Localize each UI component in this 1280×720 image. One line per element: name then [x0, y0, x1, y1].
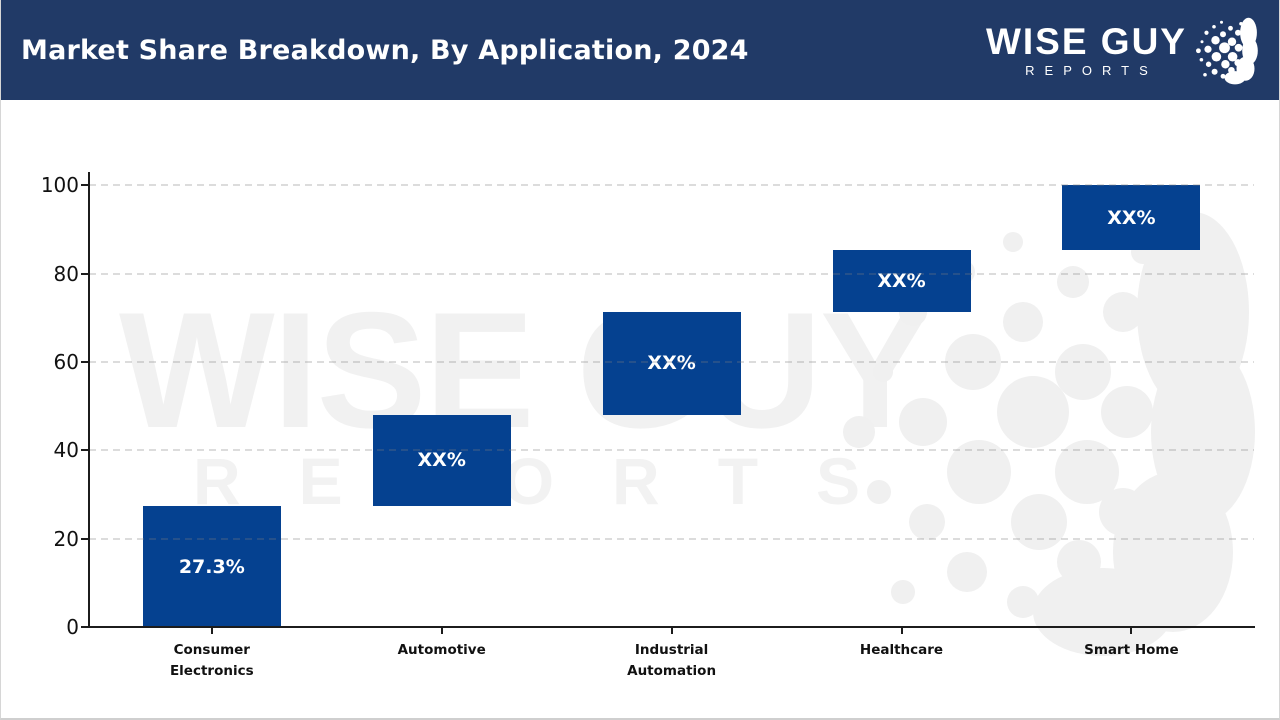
x-tick-mark-industrial-automation [670, 628, 673, 634]
bar-value-label-healthcare: XX% [877, 269, 926, 292]
x-axis-line [88, 626, 1255, 628]
gridline-40 [89, 449, 1254, 452]
y-tick-label-60: 60 [53, 349, 79, 374]
y-tick-label-40: 40 [53, 438, 79, 463]
page-title: Market Share Breakdown, By Application, … [21, 34, 749, 66]
y-tick-mark-40 [81, 449, 88, 452]
category-label-healthcare: Healthcare [859, 642, 944, 658]
y-tick-label-80: 80 [53, 261, 79, 286]
bar-value-label-industrial-automation: XX% [647, 352, 696, 375]
category-label-industrial-automation: Industrial Automation [627, 642, 717, 679]
gridline-60 [89, 360, 1254, 363]
category-label-smart-home: Smart Home [1084, 642, 1179, 658]
y-tick-label-100: 100 [40, 173, 79, 198]
y-axis-line [88, 172, 90, 628]
y-tick-mark-100 [81, 184, 88, 187]
wiseguy-logo-text: WISE GUY REPORTS [986, 23, 1187, 78]
bar-healthcare: XX% [832, 249, 971, 312]
x-tick-mark-healthcare [900, 628, 903, 634]
bar-value-label-automotive: XX% [417, 449, 466, 472]
bar-automotive: XX% [372, 414, 511, 507]
bar-industrial-automation: XX% [602, 311, 741, 415]
x-tick-mark-automotive [440, 628, 443, 634]
x-tick-mark-consumer-electronics [210, 628, 213, 634]
category-label-consumer-electronics: Consumer Electronics [169, 642, 254, 679]
y-tick-label-20: 20 [53, 526, 79, 551]
y-tick-mark-0 [81, 626, 88, 628]
bar-value-label-smart-home: XX% [1107, 206, 1156, 229]
wiseguy-face-icon [1196, 17, 1258, 85]
logo-subname: REPORTS [1025, 62, 1158, 78]
bar-consumer-electronics: 27.3% [142, 506, 281, 627]
y-tick-mark-20 [81, 537, 88, 540]
header-bar: Market Share Breakdown, By Application, … [1, 0, 1279, 100]
logo-name: WISE GUY [985, 20, 1187, 62]
gridline-80 [89, 272, 1254, 275]
y-tick-label-0: 0 [66, 615, 79, 639]
gridline-100 [89, 184, 1254, 187]
gridline-20 [89, 537, 1254, 540]
bar-value-label-consumer-electronics: 27.3% [178, 555, 245, 578]
x-tick-mark-smart-home [1130, 628, 1133, 634]
y-tick-mark-80 [81, 272, 88, 275]
category-label-automotive: Automotive [397, 642, 486, 658]
wiseguy-logo: WISE GUY REPORTS [986, 14, 1259, 86]
y-tick-mark-60 [81, 360, 88, 363]
bar-smart-home: XX% [1062, 185, 1201, 250]
